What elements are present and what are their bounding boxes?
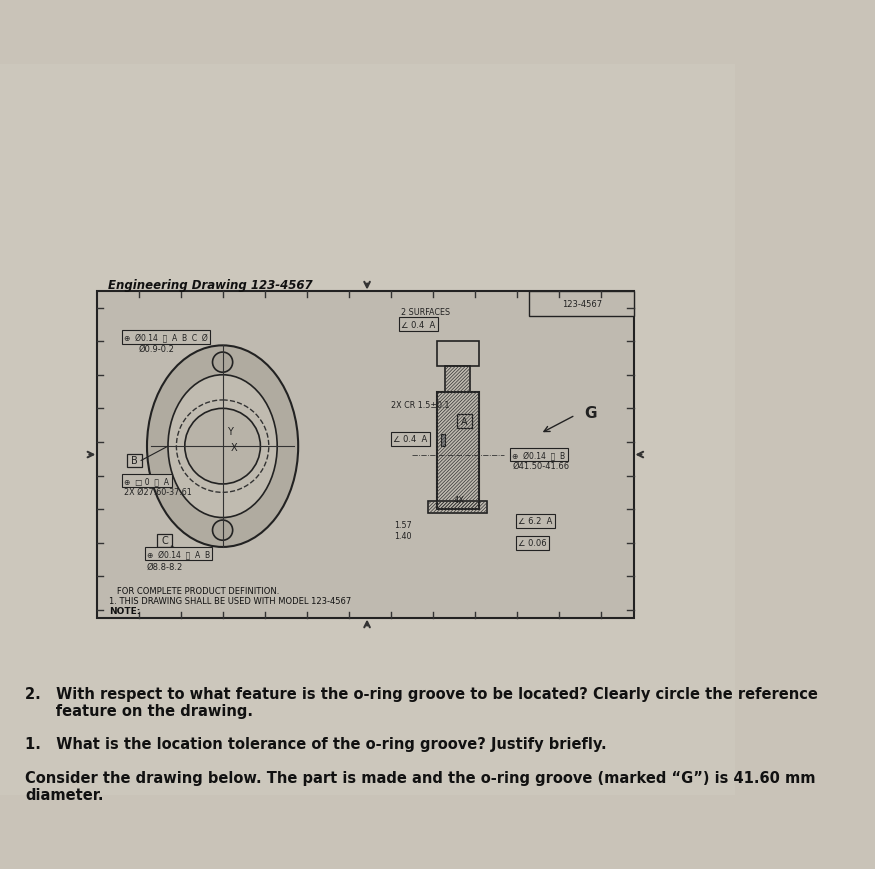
Text: ⊕  Ø0.14  Ⓜ  A  B  C  Ø: ⊕ Ø0.14 Ⓜ A B C Ø bbox=[124, 333, 208, 342]
Text: 1.57
1.40: 1.57 1.40 bbox=[394, 521, 411, 541]
Circle shape bbox=[185, 409, 261, 484]
Text: NOTE:: NOTE: bbox=[109, 606, 141, 615]
Text: A: A bbox=[461, 416, 468, 427]
Text: ∠ 0.4  A: ∠ 0.4 A bbox=[402, 321, 436, 329]
Text: ∠ 0.4  A: ∠ 0.4 A bbox=[393, 434, 427, 443]
Ellipse shape bbox=[147, 346, 298, 547]
Text: 123-4567: 123-4567 bbox=[562, 300, 602, 308]
Text: G: G bbox=[584, 406, 596, 421]
Bar bbox=[437, 342, 479, 367]
Bar bbox=[445, 367, 471, 392]
Bar bbox=[529, 291, 634, 316]
Ellipse shape bbox=[168, 375, 277, 518]
FancyBboxPatch shape bbox=[457, 415, 472, 428]
Text: ∠ 6.2  A: ∠ 6.2 A bbox=[518, 517, 553, 526]
Text: Consider the drawing below. The part is made and the o-ring groove (marked “G”) : Consider the drawing below. The part is … bbox=[25, 770, 816, 802]
Text: 2.   With respect to what feature is the o-ring groove to be located? Clearly ci: 2. With respect to what feature is the o… bbox=[25, 686, 818, 718]
Bar bbox=[441, 434, 445, 447]
Circle shape bbox=[213, 353, 233, 373]
Text: 2X CR 1.5±0.1: 2X CR 1.5±0.1 bbox=[390, 401, 449, 410]
Text: Y: Y bbox=[227, 426, 233, 436]
Circle shape bbox=[213, 521, 233, 541]
Text: B: B bbox=[131, 456, 137, 466]
Text: Engineering Drawing 123-4567: Engineering Drawing 123-4567 bbox=[108, 279, 312, 292]
Text: ⊕  □ 0  Ⓜ  A: ⊕ □ 0 Ⓜ A bbox=[124, 476, 170, 486]
Text: Ø8.8-8.2: Ø8.8-8.2 bbox=[147, 562, 183, 571]
Text: 2 SURFACES: 2 SURFACES bbox=[402, 308, 451, 317]
Text: 1.   What is the location tolerance of the o-ring groove? Justify briefly.: 1. What is the location tolerance of the… bbox=[25, 736, 607, 751]
Bar bbox=[96, 291, 634, 619]
Text: 4X: 4X bbox=[453, 495, 465, 504]
Text: FOR COMPLETE PRODUCT DEFINITION.: FOR COMPLETE PRODUCT DEFINITION. bbox=[109, 587, 280, 596]
Text: 1. THIS DRAWING SHALL BE USED WITH MODEL 123-4567: 1. THIS DRAWING SHALL BE USED WITH MODEL… bbox=[109, 596, 352, 605]
Text: 2X Ø27.60-37.61: 2X Ø27.60-37.61 bbox=[124, 488, 192, 496]
Text: ⊕  Ø0.14  Ⓜ  B: ⊕ Ø0.14 Ⓜ B bbox=[513, 450, 565, 460]
Bar bbox=[429, 501, 487, 514]
Bar bbox=[437, 392, 479, 509]
Text: Ø41.50-41.66: Ø41.50-41.66 bbox=[513, 461, 570, 470]
FancyBboxPatch shape bbox=[127, 454, 142, 468]
FancyBboxPatch shape bbox=[158, 534, 172, 547]
Text: ⊕  Ø0.14  Ⓜ  A  B: ⊕ Ø0.14 Ⓜ A B bbox=[147, 549, 210, 559]
Text: ∠ 0.06: ∠ 0.06 bbox=[518, 539, 547, 547]
Text: C: C bbox=[161, 535, 168, 546]
Text: Ø0.9-0.2: Ø0.9-0.2 bbox=[138, 344, 174, 353]
Text: X: X bbox=[231, 443, 238, 453]
